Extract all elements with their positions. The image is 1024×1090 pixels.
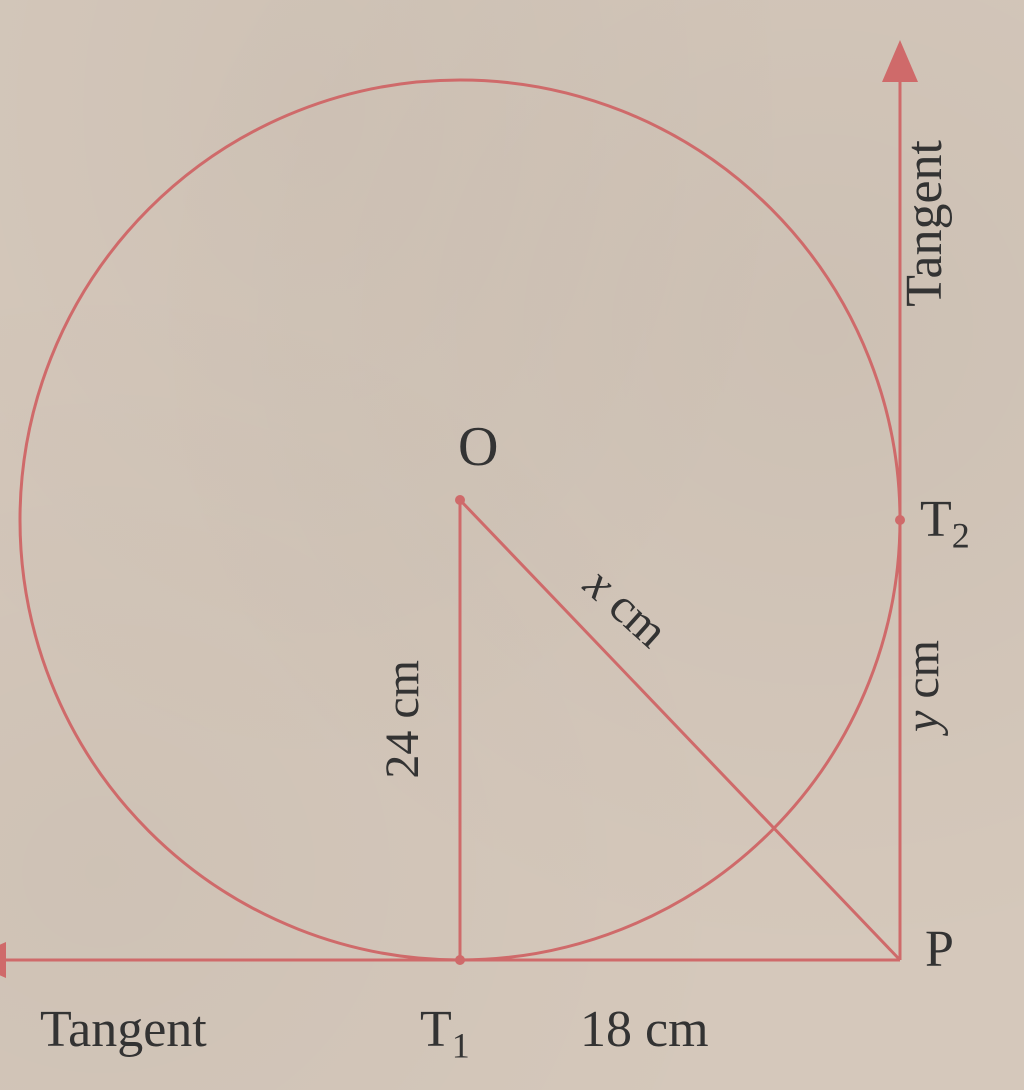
point-T1-dot <box>455 955 465 965</box>
tangent-bottom-label: Tangent <box>40 1000 207 1059</box>
segment-OT1-label: 24 cm <box>375 660 430 779</box>
point-O-dot <box>455 495 465 505</box>
geometry-diagram: O T1 T2 P 24 cm 18 cm x cm y cm Tangent … <box>0 0 1024 1090</box>
point-T2-dot <box>895 515 905 525</box>
point-O-label: O <box>458 415 498 479</box>
point-T1-label: T1 <box>420 1000 470 1066</box>
segment-T2P-label: y cm <box>895 640 950 732</box>
tangent-right-label: Tangent <box>895 140 954 307</box>
diagram-svg <box>0 0 1024 1090</box>
segment-OP <box>460 500 900 960</box>
segment-T1P-label: 18 cm <box>580 1000 709 1059</box>
point-P-label: P <box>925 920 954 979</box>
point-T2-label: T2 <box>920 490 970 556</box>
